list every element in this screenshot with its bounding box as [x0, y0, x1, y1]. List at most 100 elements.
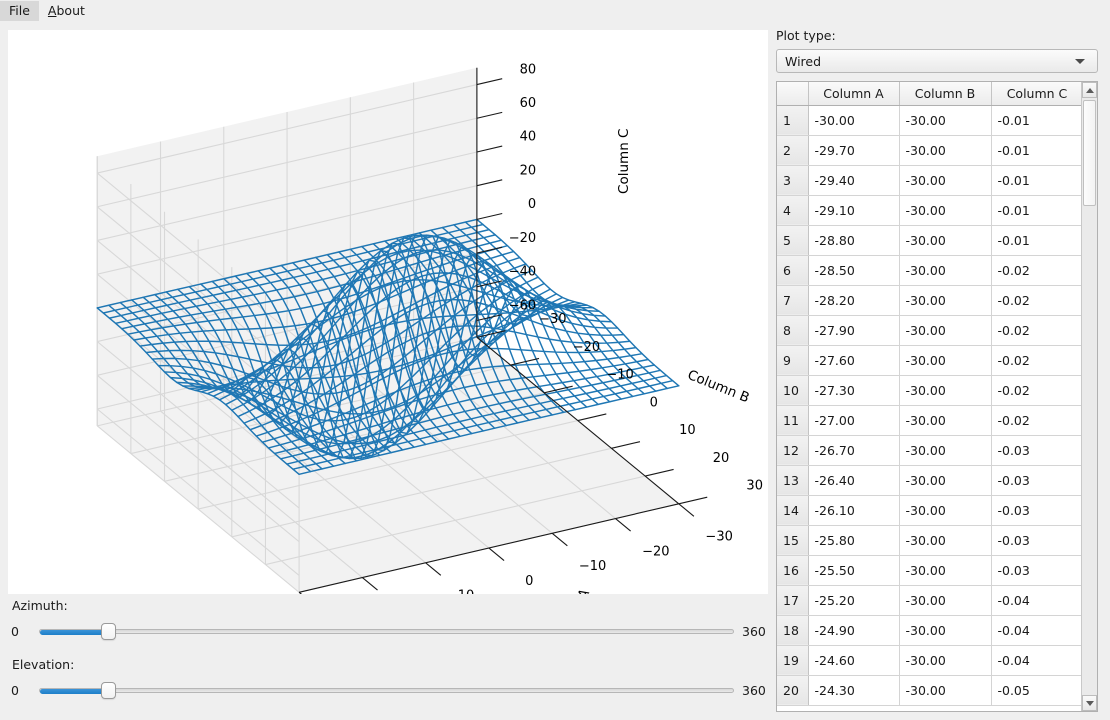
table-cell[interactable]: -25.80	[808, 525, 900, 556]
table-cell[interactable]: -27.60	[808, 345, 900, 376]
table-cell[interactable]: -28.80	[808, 225, 900, 256]
menu-item-file[interactable]: File	[0, 0, 39, 21]
table-row[interactable]: 6 -28.50 -30.00 -0.02	[777, 255, 1081, 286]
table-row[interactable]: 3 -29.40 -30.00 -0.01	[777, 165, 1081, 196]
table-cell[interactable]: -26.70	[808, 435, 900, 466]
table-header-column-c[interactable]: Column C	[991, 82, 1081, 106]
plot-type-dropdown[interactable]: Wired	[776, 49, 1098, 73]
table-row[interactable]: 7 -28.20 -30.00 -0.02	[777, 285, 1081, 316]
table-row[interactable]: 14 -26.10 -30.00 -0.03	[777, 495, 1081, 526]
table-row[interactable]: 13 -26.40 -30.00 -0.03	[777, 465, 1081, 496]
table-header-column-b[interactable]: Column B	[899, 82, 992, 106]
scroll-down-button[interactable]	[1082, 695, 1097, 711]
table-row-header[interactable]: 2	[777, 135, 809, 166]
table-cell[interactable]: -30.00	[808, 105, 900, 136]
table-cell[interactable]: -0.04	[991, 615, 1081, 646]
table-row-header[interactable]: 5	[777, 225, 809, 256]
table-cell[interactable]: -30.00	[899, 135, 992, 166]
table-cell[interactable]: -0.02	[991, 375, 1081, 406]
table-cell[interactable]: -30.00	[899, 225, 992, 256]
table-row[interactable]: 16 -25.50 -30.00 -0.03	[777, 555, 1081, 586]
table-cell[interactable]: -0.01	[991, 165, 1081, 196]
table-corner-header[interactable]	[777, 82, 809, 106]
table-cell[interactable]: -27.00	[808, 405, 900, 436]
table-row[interactable]: 18 -24.90 -30.00 -0.04	[777, 615, 1081, 646]
table-cell[interactable]: -30.00	[899, 615, 992, 646]
table-cell[interactable]: -26.40	[808, 465, 900, 496]
table-cell[interactable]: -0.05	[991, 675, 1081, 706]
table-cell[interactable]: -0.03	[991, 555, 1081, 586]
table-row-header[interactable]: 16	[777, 555, 809, 586]
table-cell[interactable]: -30.00	[899, 315, 992, 346]
table-row-header[interactable]: 1	[777, 105, 809, 136]
table-cell[interactable]: -0.04	[991, 585, 1081, 616]
surface-plot-figure[interactable]: −30−20−100102030−30−20−100102030−60−40−2…	[8, 30, 768, 594]
table-row-header[interactable]: 19	[777, 645, 809, 676]
table-row[interactable]: 15 -25.80 -30.00 -0.03	[777, 525, 1081, 556]
table-cell[interactable]: -30.00	[899, 255, 992, 286]
table-cell[interactable]: -27.90	[808, 315, 900, 346]
table-row[interactable]: 19 -24.60 -30.00 -0.04	[777, 645, 1081, 676]
table-cell[interactable]: -30.00	[899, 495, 992, 526]
table-cell[interactable]: -30.00	[899, 555, 992, 586]
table-cell[interactable]: -0.03	[991, 465, 1081, 496]
table-row[interactable]: 2 -29.70 -30.00 -0.01	[777, 135, 1081, 166]
table-cell[interactable]: -0.02	[991, 315, 1081, 346]
table-cell[interactable]: -30.00	[899, 585, 992, 616]
table-cell[interactable]: -28.50	[808, 255, 900, 286]
table-cell[interactable]: -29.70	[808, 135, 900, 166]
table-cell[interactable]: -24.60	[808, 645, 900, 676]
scrollbar-trough[interactable]	[1082, 98, 1097, 695]
table-row-header[interactable]: 15	[777, 525, 809, 556]
table-row-header[interactable]: 10	[777, 375, 809, 406]
plot-canvas[interactable]: −30−20−100102030−30−20−100102030−60−40−2…	[8, 30, 768, 594]
menu-item-about[interactable]: About	[39, 1, 94, 21]
table-row[interactable]: 11 -27.00 -30.00 -0.02	[777, 405, 1081, 436]
table-row[interactable]: 5 -28.80 -30.00 -0.01	[777, 225, 1081, 256]
table-cell[interactable]: -30.00	[899, 165, 992, 196]
table-cell[interactable]: -0.04	[991, 645, 1081, 676]
table-cell[interactable]: -25.50	[808, 555, 900, 586]
table-row-header[interactable]: 3	[777, 165, 809, 196]
table-cell[interactable]: -30.00	[899, 195, 992, 226]
table-row-header[interactable]: 8	[777, 315, 809, 346]
azimuth-slider[interactable]	[39, 622, 734, 640]
table-row[interactable]: 9 -27.60 -30.00 -0.02	[777, 345, 1081, 376]
azimuth-slider-groove[interactable]	[39, 629, 734, 634]
table-cell[interactable]: -0.03	[991, 435, 1081, 466]
table-row-header[interactable]: 14	[777, 495, 809, 526]
table-cell[interactable]: -30.00	[899, 405, 992, 436]
table-cell[interactable]: -0.01	[991, 135, 1081, 166]
table-row[interactable]: 12 -26.70 -30.00 -0.03	[777, 435, 1081, 466]
scrollbar-thumb[interactable]	[1083, 100, 1096, 206]
table-cell[interactable]: -27.30	[808, 375, 900, 406]
table-row-header[interactable]: 4	[777, 195, 809, 226]
table-cell[interactable]: -0.01	[991, 105, 1081, 136]
table-row[interactable]: 1 -30.00 -30.00 -0.01	[777, 105, 1081, 136]
table-cell[interactable]: -0.01	[991, 195, 1081, 226]
table-row-header[interactable]: 12	[777, 435, 809, 466]
table-cell[interactable]: -24.30	[808, 675, 900, 706]
table-cell[interactable]: -25.20	[808, 585, 900, 616]
table-row-header[interactable]: 7	[777, 285, 809, 316]
table-cell[interactable]: -29.40	[808, 165, 900, 196]
table-cell[interactable]: -0.01	[991, 225, 1081, 256]
table-row-header[interactable]: 20	[777, 675, 809, 706]
table-cell[interactable]: -30.00	[899, 375, 992, 406]
table-cell[interactable]: -30.00	[899, 465, 992, 496]
scroll-up-button[interactable]	[1082, 82, 1097, 98]
table-row[interactable]: 8 -27.90 -30.00 -0.02	[777, 315, 1081, 346]
table-row-header[interactable]: 13	[777, 465, 809, 496]
table-row-header[interactable]: 18	[777, 615, 809, 646]
table-row-header[interactable]: 6	[777, 255, 809, 286]
table-row[interactable]: 17 -25.20 -30.00 -0.04	[777, 585, 1081, 616]
table-cell[interactable]: -24.90	[808, 615, 900, 646]
table-cell[interactable]: -0.03	[991, 495, 1081, 526]
table-cell[interactable]: -0.02	[991, 285, 1081, 316]
table-cell[interactable]: -30.00	[899, 105, 992, 136]
table-row-header[interactable]: 9	[777, 345, 809, 376]
table-cell[interactable]: -28.20	[808, 285, 900, 316]
azimuth-slider-handle[interactable]	[101, 623, 116, 640]
table-row[interactable]: 4 -29.10 -30.00 -0.01	[777, 195, 1081, 226]
table-cell[interactable]: -30.00	[899, 525, 992, 556]
